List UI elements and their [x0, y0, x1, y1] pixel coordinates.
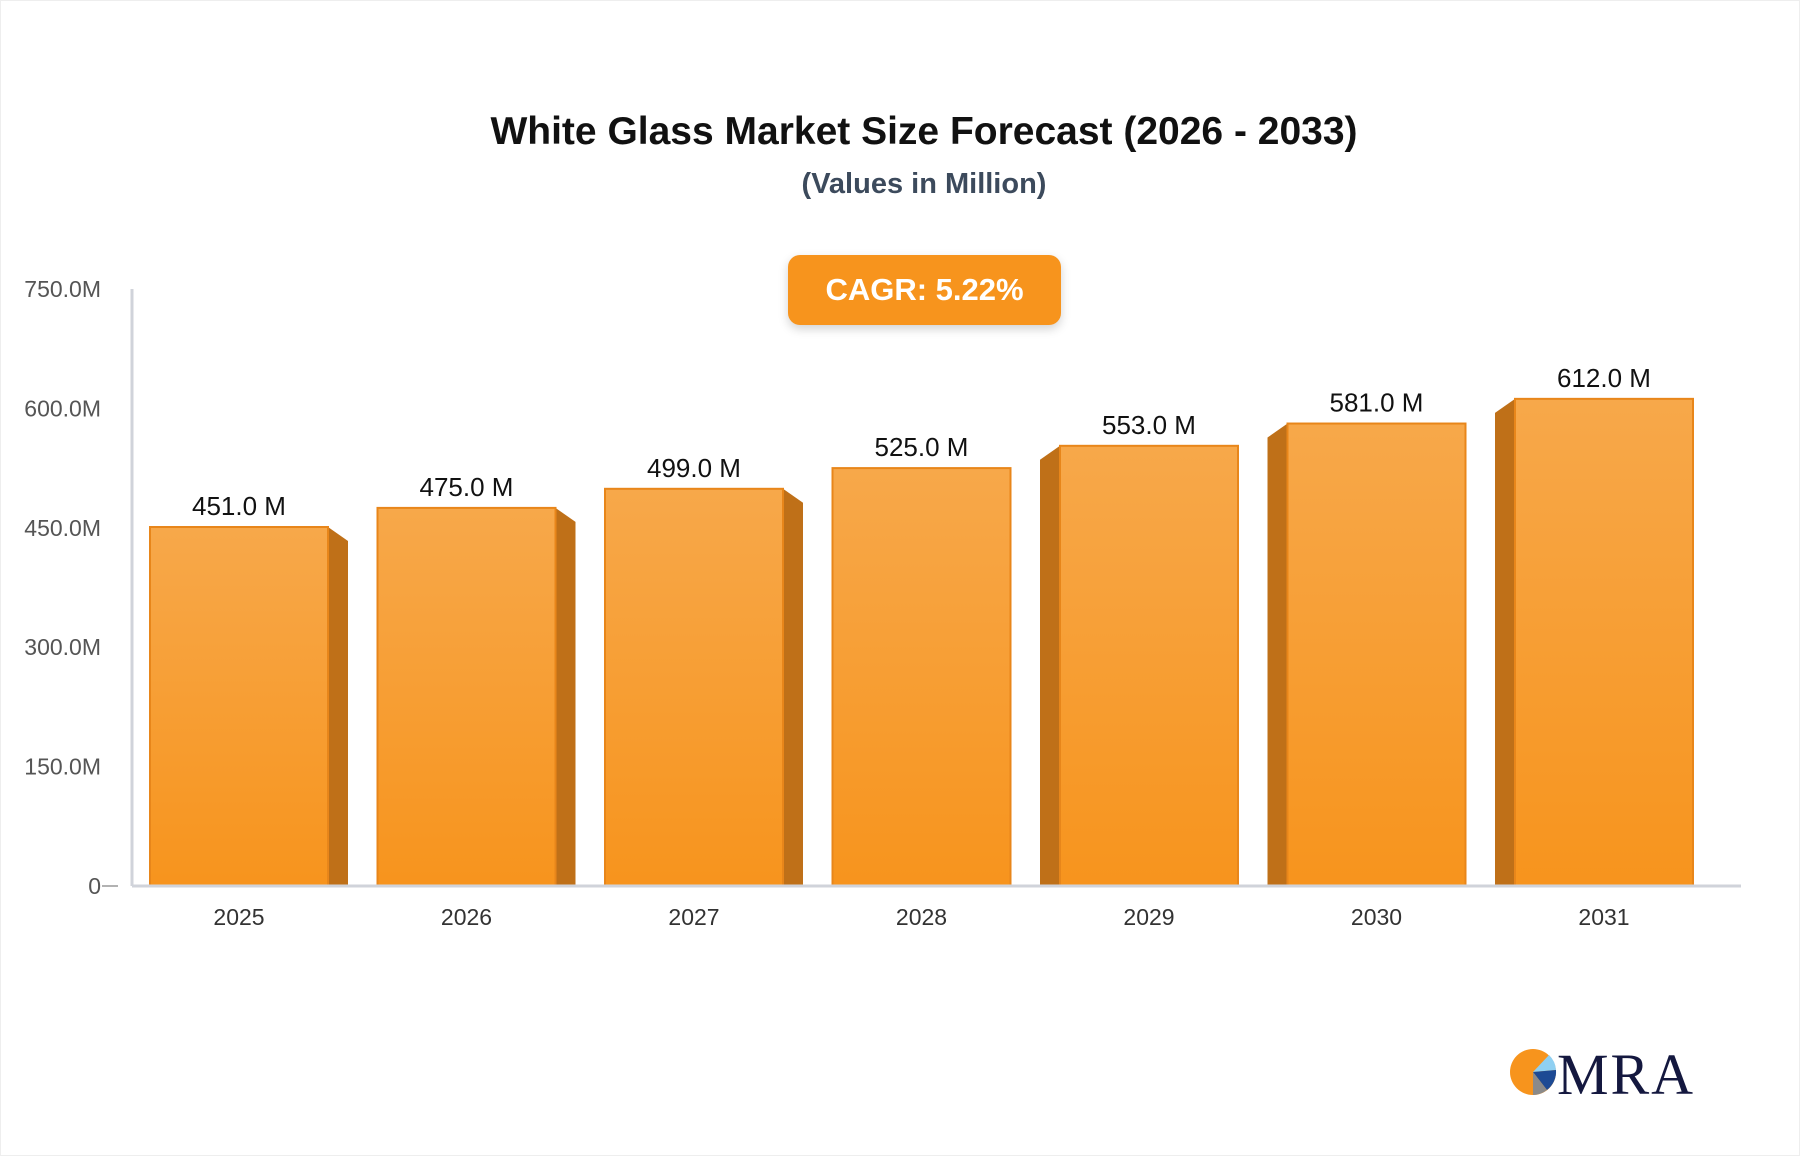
data-label: 475.0 M	[420, 472, 514, 502]
y-tick-label: 450.0M	[24, 515, 101, 541]
x-tick-label: 2031	[1578, 904, 1629, 930]
y-tick-label: 750.0M	[24, 276, 101, 302]
x-tick-label: 2030	[1351, 904, 1402, 930]
bar-2029	[1059, 444, 1239, 887]
y-tick-label: 600.0M	[24, 395, 101, 421]
mra-logo: MRA	[1510, 1042, 1693, 1100]
data-label: 525.0 M	[875, 432, 969, 462]
bar-side	[1267, 423, 1288, 886]
y-tick-label: 300.0M	[24, 634, 101, 660]
bar-side	[783, 488, 803, 886]
bar-side	[328, 527, 348, 886]
y-tick-label: 0	[88, 873, 101, 899]
x-tick-label: 2025	[213, 904, 264, 930]
bar-2025	[149, 526, 329, 888]
x-tick-label: 2027	[668, 904, 719, 930]
bar-side	[1495, 398, 1515, 886]
data-label: 553.0 M	[1102, 410, 1196, 440]
x-tick-label: 2028	[896, 904, 947, 930]
y-tick-label: 150.0M	[24, 754, 101, 780]
x-tick-label: 2026	[441, 904, 492, 930]
cagr-badge: CAGR: 5.22%	[788, 255, 1061, 325]
data-label: 451.0 M	[192, 491, 286, 521]
bar-2027	[604, 487, 784, 887]
chart-subtitle: (Values in Million)	[801, 168, 1047, 200]
data-label: 499.0 M	[647, 453, 741, 483]
bar-side	[555, 507, 576, 886]
bar-2030	[1286, 422, 1467, 887]
bar-2031	[1514, 397, 1694, 887]
svg-text:MRA: MRA	[1557, 1042, 1693, 1100]
chart-title: White Glass Market Size Forecast (2026 -…	[490, 110, 1358, 153]
data-label: 612.0 M	[1557, 363, 1651, 393]
data-label: 581.0 M	[1330, 388, 1424, 418]
bar-2026	[376, 506, 557, 887]
bar-2028	[831, 467, 1012, 887]
x-tick-label: 2029	[1123, 904, 1174, 930]
bar-side	[1040, 445, 1060, 886]
